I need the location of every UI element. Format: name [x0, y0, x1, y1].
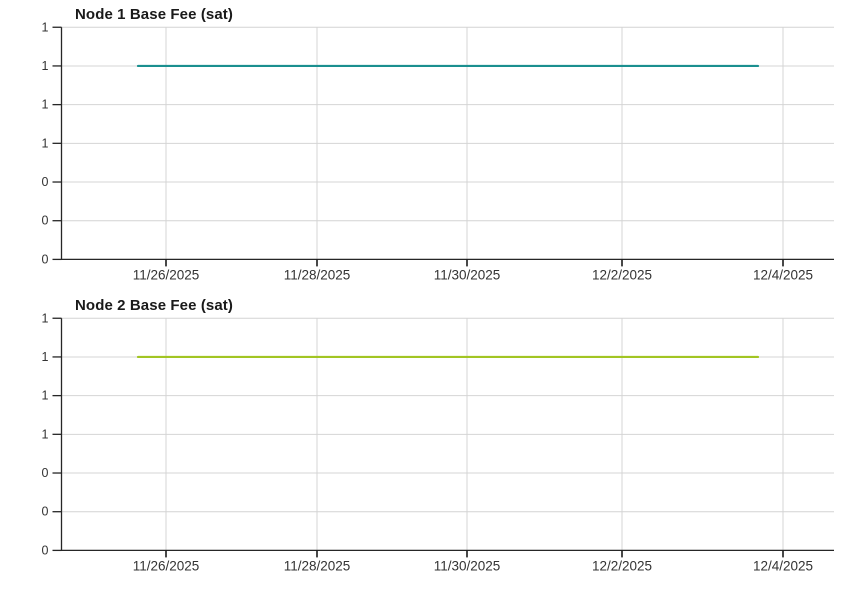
- svg-text:12/4/2025: 12/4/2025: [753, 267, 813, 282]
- svg-text:1: 1: [42, 20, 49, 34]
- svg-text:11/28/2025: 11/28/2025: [284, 267, 351, 282]
- svg-text:0: 0: [42, 543, 49, 557]
- svg-text:1: 1: [42, 59, 49, 73]
- svg-text:11/30/2025: 11/30/2025: [434, 267, 501, 282]
- svg-text:11/28/2025: 11/28/2025: [284, 558, 351, 573]
- svg-text:11/30/2025: 11/30/2025: [434, 558, 501, 573]
- svg-text:1: 1: [42, 388, 49, 402]
- svg-text:11/26/2025: 11/26/2025: [133, 558, 200, 573]
- svg-text:0: 0: [42, 214, 49, 228]
- svg-text:1: 1: [42, 311, 49, 325]
- svg-text:1: 1: [42, 136, 49, 150]
- svg-text:1: 1: [42, 350, 49, 364]
- svg-text:0: 0: [42, 504, 49, 518]
- svg-text:0: 0: [42, 252, 49, 266]
- svg-text:0: 0: [42, 175, 49, 189]
- svg-text:1: 1: [42, 98, 49, 112]
- svg-text:11/26/2025: 11/26/2025: [133, 267, 200, 282]
- svg-text:12/2/2025: 12/2/2025: [592, 267, 652, 282]
- svg-text:12/4/2025: 12/4/2025: [753, 558, 813, 573]
- svg-text:1: 1: [42, 427, 49, 441]
- svg-text:12/2/2025: 12/2/2025: [592, 558, 652, 573]
- svg-text:0: 0: [42, 466, 49, 480]
